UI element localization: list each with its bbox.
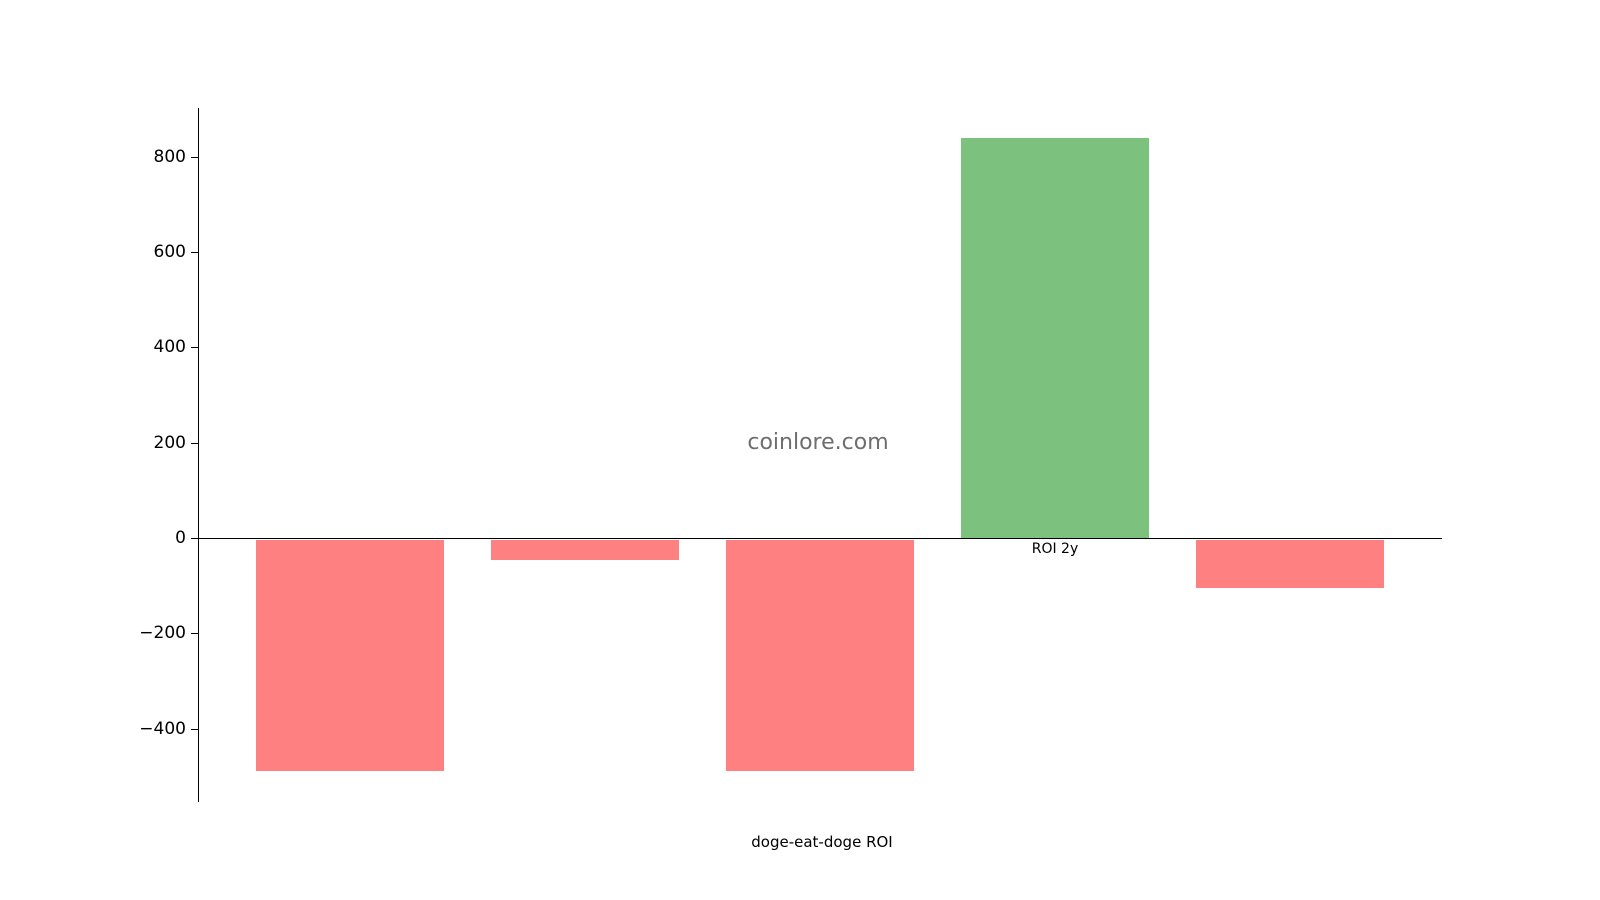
- positive-bar-3: [961, 138, 1149, 539]
- negative-bar-2: [726, 539, 914, 771]
- chart-x-axis-title: doge-eat-doge ROI: [751, 833, 893, 851]
- y-axis-line: [198, 108, 200, 802]
- y-tick-mark: [191, 537, 198, 540]
- y-tick-label: −200: [139, 623, 186, 644]
- y-tick-label: 0: [175, 528, 186, 548]
- x-tick-label-roi-2y: ROI 2y: [1031, 541, 1079, 557]
- y-tick-mark: [191, 156, 198, 158]
- y-tick-label: −400: [139, 718, 186, 739]
- negative-bar-0: [256, 539, 444, 771]
- negative-bar-4: [1196, 539, 1384, 589]
- watermark-text: coinlore.com: [747, 430, 889, 455]
- y-tick-mark: [191, 347, 198, 349]
- y-tick-mark: [191, 728, 198, 730]
- y-tick-label: 800: [153, 146, 186, 167]
- y-tick-label: 200: [153, 432, 186, 453]
- y-tick-mark: [191, 251, 198, 254]
- negative-bar-1: [491, 539, 679, 560]
- x-axis-line: [198, 538, 1442, 540]
- y-tick-mark: [191, 442, 198, 444]
- y-tick-mark: [191, 633, 198, 635]
- y-tick-label: 400: [153, 337, 186, 358]
- y-tick-label: 600: [153, 242, 186, 263]
